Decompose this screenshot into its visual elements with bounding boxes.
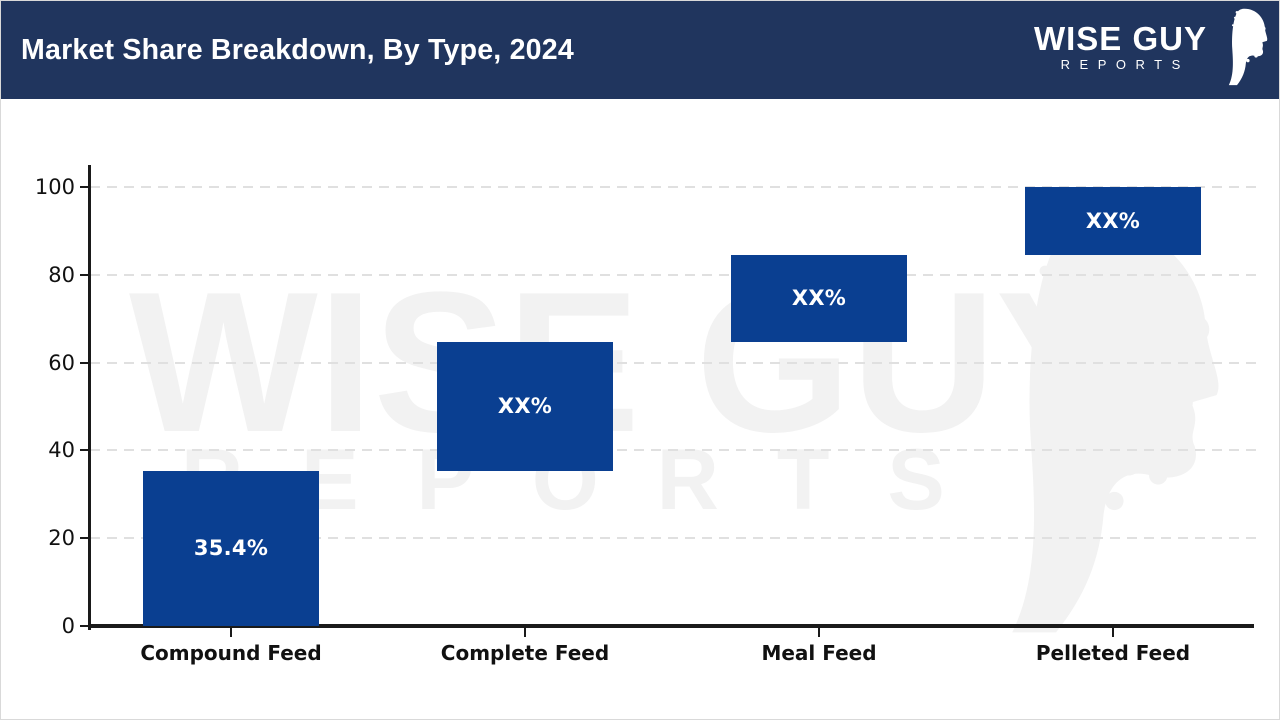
grid-line-40 bbox=[90, 449, 1263, 452]
bar-compound-feed: 35.4% bbox=[143, 470, 319, 626]
header-bar: Market Share Breakdown, By Type, 2024 WI… bbox=[1, 1, 1279, 99]
y-tick-label-40: 40 bbox=[48, 438, 75, 463]
x-tick-mark-2 bbox=[818, 628, 820, 637]
bar-meal-feed: XX% bbox=[731, 254, 907, 342]
logo-subtext: REPORTS bbox=[1060, 57, 1190, 73]
y-tick-mark-0 bbox=[80, 625, 88, 627]
y-axis-spine bbox=[88, 165, 91, 630]
bar-value-label: XX% bbox=[791, 286, 847, 311]
x-category-label-3: Pelleted Feed bbox=[1035, 641, 1191, 665]
grid-line-100 bbox=[90, 186, 1263, 188]
bar-pelleted-feed: XX% bbox=[1025, 187, 1201, 255]
grid-line-20 bbox=[90, 537, 1263, 540]
x-tick-mark-3 bbox=[1112, 628, 1114, 637]
bar-complete-feed: XX% bbox=[437, 341, 613, 471]
x-tick-mark-0 bbox=[230, 628, 232, 637]
y-tick-mark-80 bbox=[80, 273, 88, 276]
chart-plot-area: 0 20 40 60 80 100 35.4% Compound Feed XX% Complet… bbox=[1, 99, 1279, 719]
x-category-label-1: Complete Feed bbox=[440, 641, 610, 665]
y-tick-label-20: 20 bbox=[48, 526, 75, 551]
bar-value-label: XX% bbox=[1085, 208, 1141, 233]
y-tick-label-80: 80 bbox=[48, 262, 75, 287]
x-category-label-2: Meal Feed bbox=[761, 641, 877, 665]
logo-text-block: WISE GUY REPORTS bbox=[1033, 19, 1207, 73]
bar-value-label: XX% bbox=[497, 394, 553, 419]
y-tick-label-0: 0 bbox=[61, 614, 75, 638]
y-tick-mark-40 bbox=[80, 449, 88, 452]
y-tick-mark-100 bbox=[80, 186, 88, 188]
bar-value-label: 35.4% bbox=[193, 536, 269, 561]
y-tick-mark-20 bbox=[80, 537, 88, 540]
logo: WISE GUY REPORTS bbox=[1034, 6, 1271, 88]
logo-head-icon bbox=[1203, 6, 1271, 88]
x-axis-line bbox=[88, 624, 1254, 628]
logo-wordmark: WISE GUY bbox=[1033, 19, 1207, 57]
y-tick-label-100: 100 bbox=[34, 175, 75, 199]
x-category-label-0: Compound Feed bbox=[140, 641, 322, 665]
y-tick-label-60: 60 bbox=[48, 350, 75, 375]
grid-line-60 bbox=[90, 361, 1263, 364]
y-tick-mark-60 bbox=[80, 361, 88, 364]
grid-line-80 bbox=[90, 273, 1263, 276]
page-title: Market Share Breakdown, By Type, 2024 bbox=[21, 34, 574, 66]
x-tick-mark-1 bbox=[524, 628, 526, 637]
